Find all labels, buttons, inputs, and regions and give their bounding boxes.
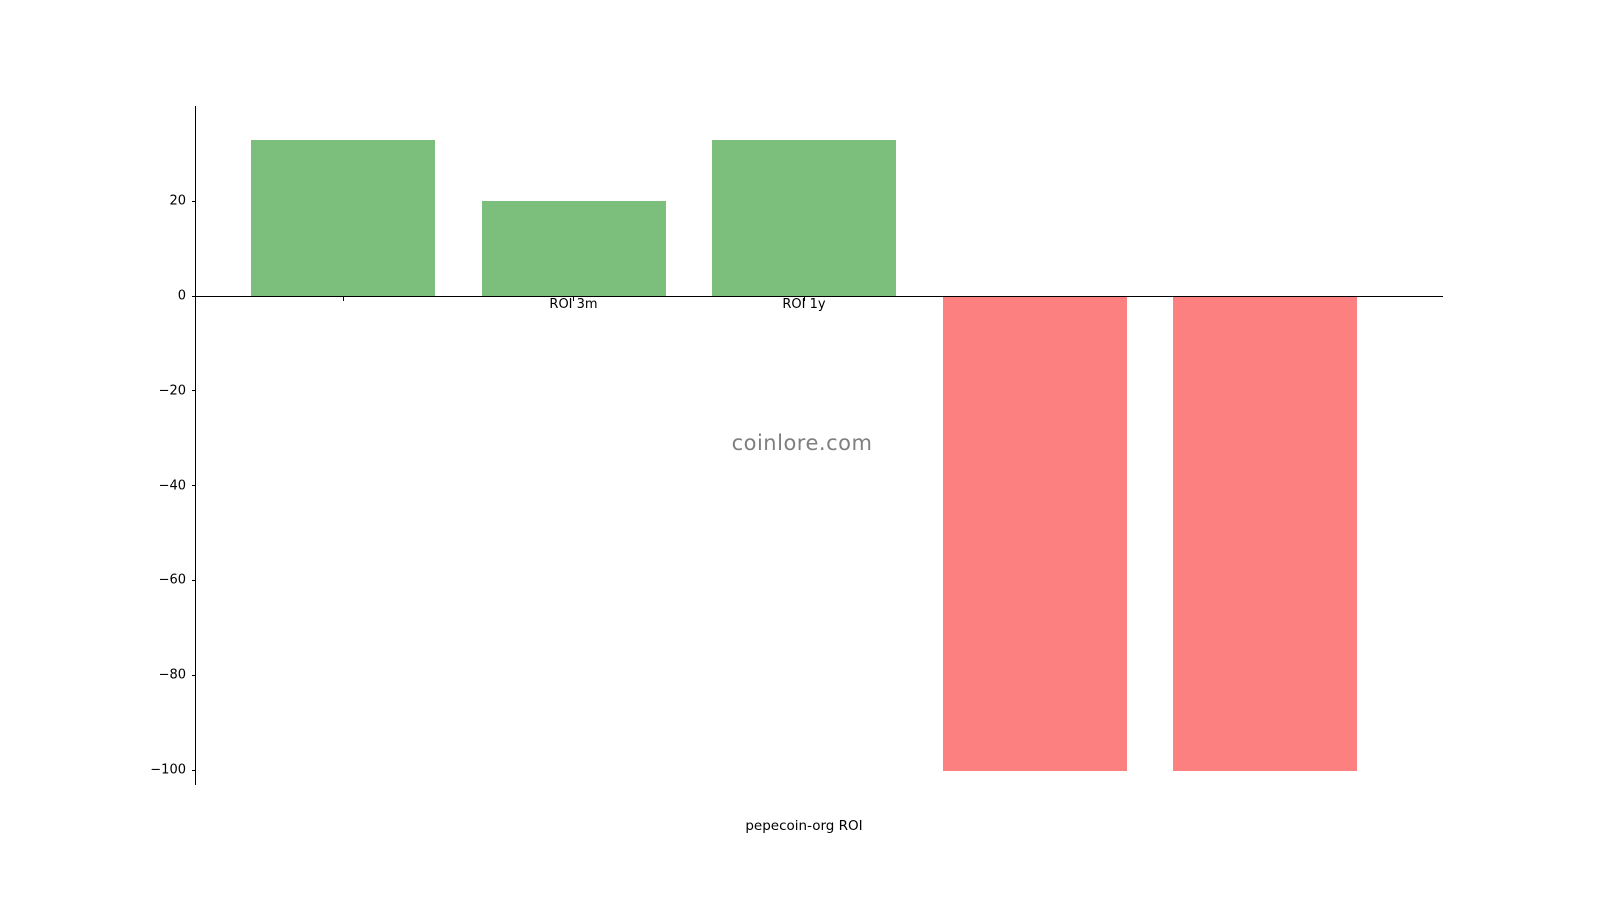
- y-tick-mark: [192, 390, 196, 392]
- y-tick-label: −80: [158, 667, 186, 683]
- roi-bar-positive: [712, 139, 896, 296]
- y-tick-mark: [192, 769, 196, 771]
- y-tick-label: −100: [150, 762, 186, 778]
- y-tick-mark: [192, 579, 196, 581]
- y-tick-label: −60: [158, 572, 186, 588]
- x-tick-label: ROI 3m: [549, 297, 598, 312]
- y-tick-label: −40: [158, 478, 186, 494]
- x-tick-mark: [342, 297, 344, 301]
- coinlore-watermark: coinlore.com: [731, 431, 873, 455]
- x-tick-mark: [803, 297, 805, 301]
- x-tick-label: ROI 1y: [782, 297, 826, 312]
- roi-bar-positive: [251, 139, 435, 296]
- y-tick-mark: [192, 485, 196, 487]
- y-tick-mark: [192, 200, 196, 202]
- y-tick-mark: [192, 674, 196, 676]
- chart-title: pepecoin-org ROI: [745, 818, 863, 834]
- roi-bar-negative: [942, 297, 1127, 771]
- x-tick-mark: [573, 297, 574, 301]
- y-tick-label: −20: [158, 383, 186, 399]
- roi-bar-positive: [481, 201, 666, 296]
- y-tick-label: 0: [177, 288, 186, 304]
- y-tick-mark: [192, 295, 196, 297]
- y-tick-label: 20: [169, 193, 186, 209]
- y-axis-spine: [195, 106, 196, 786]
- x-axis-zero-line: [195, 296, 1443, 297]
- roi-bar-negative: [1173, 297, 1357, 771]
